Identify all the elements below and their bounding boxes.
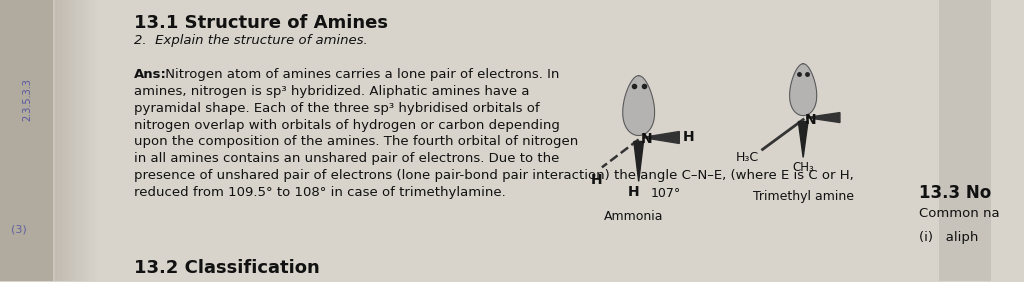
FancyBboxPatch shape <box>68 0 71 281</box>
Text: N: N <box>805 113 817 127</box>
Text: nitrogen overlap with orbitals of hydrogen or carbon depending: nitrogen overlap with orbitals of hydrog… <box>133 118 559 131</box>
FancyBboxPatch shape <box>70 0 72 281</box>
Polygon shape <box>790 64 817 116</box>
Text: reduced from 109.5° to 108° in case of trimethylamine.: reduced from 109.5° to 108° in case of t… <box>133 186 505 199</box>
Text: H: H <box>683 131 695 144</box>
Text: CH₃: CH₃ <box>793 161 814 174</box>
Text: (3): (3) <box>11 224 28 234</box>
FancyBboxPatch shape <box>61 0 65 281</box>
FancyBboxPatch shape <box>53 0 56 281</box>
FancyBboxPatch shape <box>939 0 991 281</box>
Text: 2.  Explain the structure of amines.: 2. Explain the structure of amines. <box>133 34 368 47</box>
Text: in all amines contains an unshared pair of electrons. Due to the: in all amines contains an unshared pair … <box>133 153 559 166</box>
Text: Ans:: Ans: <box>133 68 167 81</box>
Text: Common na: Common na <box>920 207 999 220</box>
Text: N: N <box>641 133 652 146</box>
FancyBboxPatch shape <box>74 0 77 281</box>
FancyBboxPatch shape <box>65 0 68 281</box>
FancyBboxPatch shape <box>71 0 74 281</box>
Text: upon the composition of the amines. The fourth orbital of nitrogen: upon the composition of the amines. The … <box>133 135 578 149</box>
Polygon shape <box>806 113 840 123</box>
FancyBboxPatch shape <box>75 0 78 281</box>
FancyBboxPatch shape <box>54 0 57 281</box>
FancyBboxPatch shape <box>59 0 61 281</box>
FancyBboxPatch shape <box>0 0 53 281</box>
Text: pyramidal shape. Each of the three sp³ hybridised orbitals of: pyramidal shape. Each of the three sp³ h… <box>133 102 540 114</box>
FancyBboxPatch shape <box>78 0 81 281</box>
Polygon shape <box>799 122 808 157</box>
Text: amines, nitrogen is sp³ hybridized. Aliphatic amines have a: amines, nitrogen is sp³ hybridized. Alip… <box>133 85 529 98</box>
Text: (i)   aliph: (i) aliph <box>920 231 979 244</box>
FancyBboxPatch shape <box>72 0 75 281</box>
Text: Ammonia: Ammonia <box>604 210 664 223</box>
Text: 13.3 No: 13.3 No <box>920 184 991 202</box>
Text: H: H <box>590 173 602 187</box>
Text: 2.3.5.3.3: 2.3.5.3.3 <box>23 78 32 121</box>
Polygon shape <box>642 131 679 144</box>
Polygon shape <box>623 76 654 135</box>
FancyBboxPatch shape <box>63 0 67 281</box>
FancyBboxPatch shape <box>81 0 84 281</box>
Text: H: H <box>628 185 640 199</box>
Polygon shape <box>634 142 643 181</box>
Text: 13.1 Structure of Amines: 13.1 Structure of Amines <box>133 14 387 32</box>
FancyBboxPatch shape <box>79 0 82 281</box>
Text: 107°: 107° <box>650 187 681 200</box>
FancyBboxPatch shape <box>67 0 70 281</box>
FancyBboxPatch shape <box>77 0 79 281</box>
Text: presence of unshared pair of electrons (lone pair-bond pair interaction) the ang: presence of unshared pair of electrons (… <box>133 169 853 182</box>
FancyBboxPatch shape <box>60 0 63 281</box>
Text: 13.2 Classification: 13.2 Classification <box>133 259 319 277</box>
Text: Trimethyl amine: Trimethyl amine <box>753 190 854 203</box>
FancyBboxPatch shape <box>57 0 60 281</box>
Text: Nitrogen atom of amines carries a lone pair of electrons. In: Nitrogen atom of amines carries a lone p… <box>161 68 559 81</box>
Text: H₃C: H₃C <box>735 151 759 164</box>
FancyBboxPatch shape <box>56 0 59 281</box>
